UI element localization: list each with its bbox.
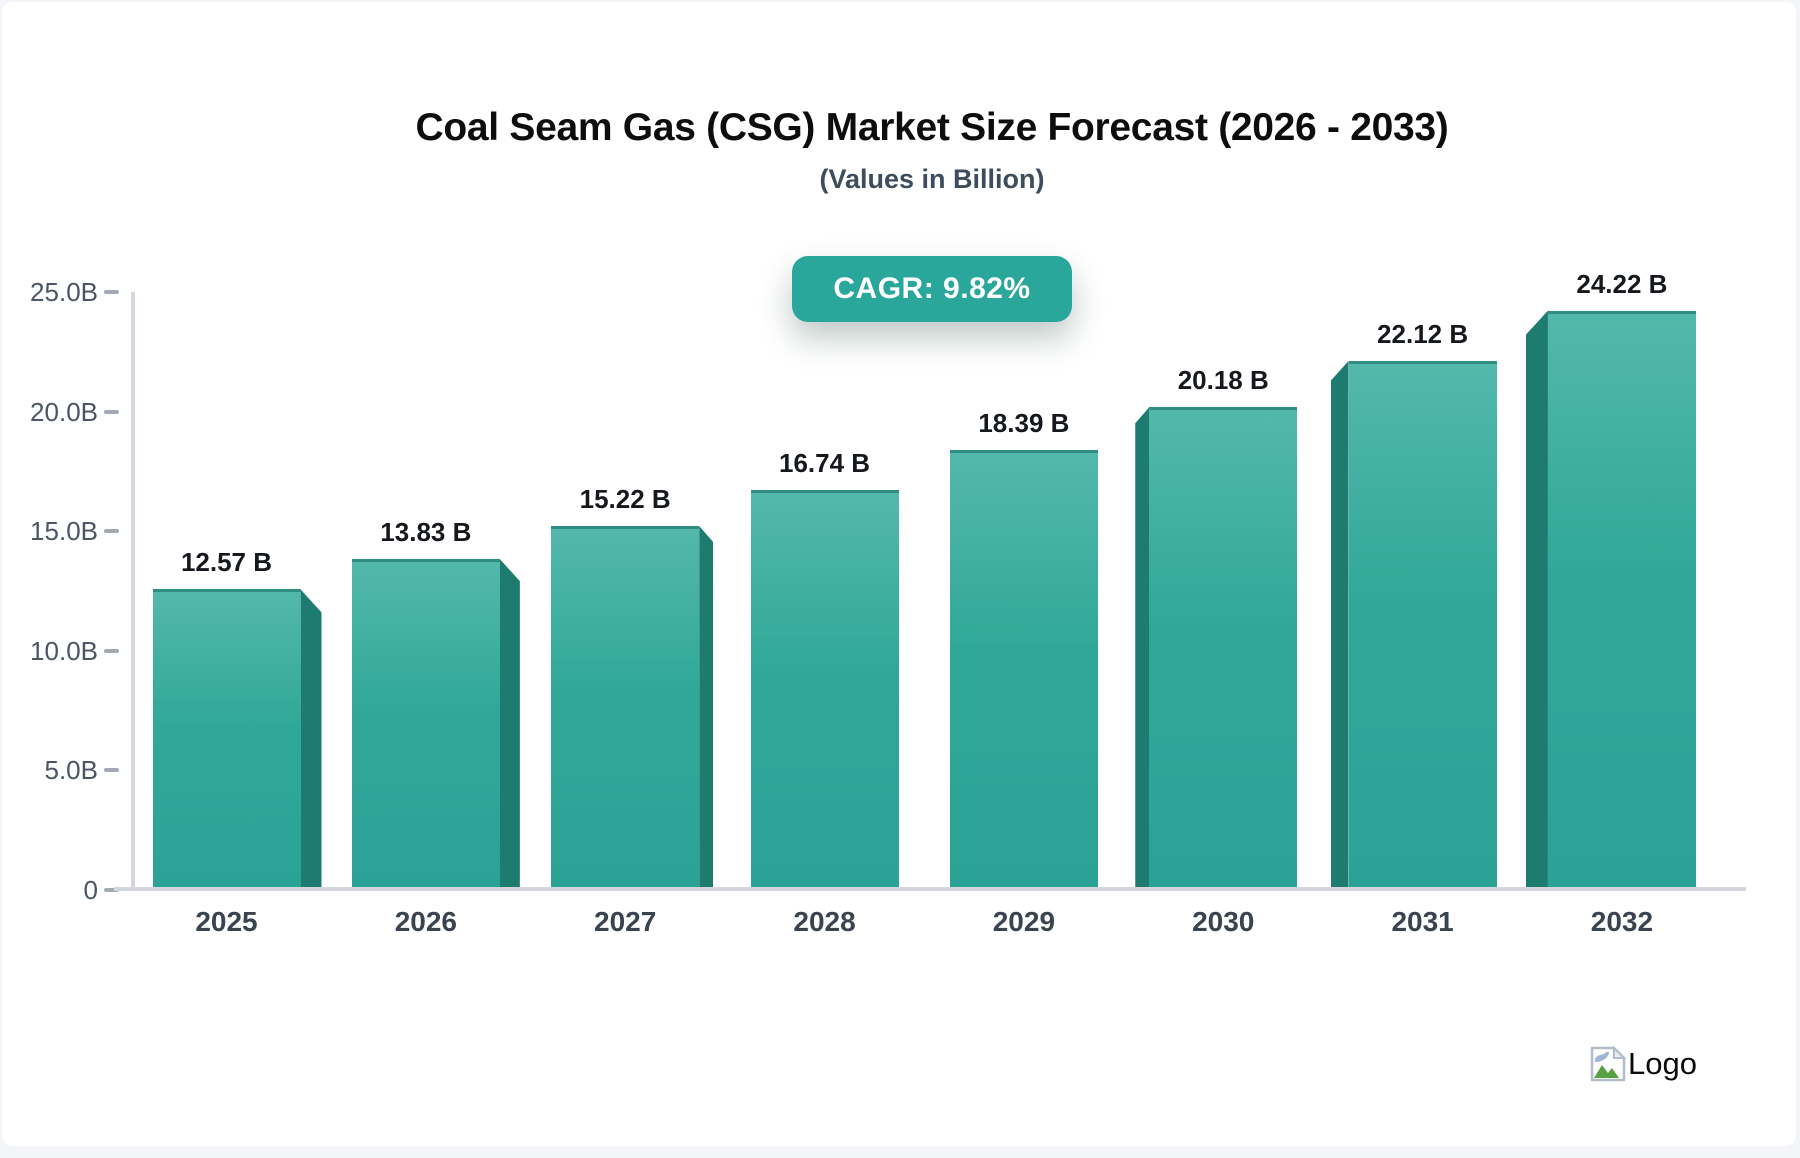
bar bbox=[1348, 360, 1497, 890]
bar-3d-side bbox=[300, 589, 322, 890]
y-axis-tick-label: 5.0B bbox=[44, 755, 99, 786]
x-axis-label: 2032 bbox=[1590, 906, 1654, 937]
bar-3d-side bbox=[1525, 310, 1548, 890]
chart-title: Coal Seam Gas (CSG) Market Size Forecast… bbox=[415, 106, 1449, 149]
y-axis-tick-mark bbox=[104, 648, 119, 653]
x-axis-label: 2031 bbox=[1391, 906, 1454, 937]
y-axis-tick-label: 25.0B bbox=[30, 277, 98, 307]
bar bbox=[351, 559, 500, 890]
y-axis-tick-label: 0 bbox=[83, 875, 98, 905]
y-axis-tick-mark bbox=[104, 290, 119, 294]
chart-subtitle: (Values in Billion) bbox=[819, 164, 1045, 194]
bar bbox=[1547, 310, 1696, 890]
bar bbox=[551, 525, 700, 890]
x-axis-label: 2026 bbox=[394, 906, 457, 937]
y-axis-tick-label: 15.0B bbox=[30, 516, 98, 547]
x-axis-label: 2025 bbox=[195, 906, 258, 937]
bar-value-label: 18.39 B bbox=[978, 408, 1070, 439]
bar-3d-side bbox=[499, 559, 520, 890]
bar-3d-side bbox=[699, 525, 714, 890]
bar-value-label: 16.74 B bbox=[779, 447, 871, 478]
cagr-badge: CAGR: 9.82% bbox=[792, 256, 1072, 322]
bar-value-label: 24.22 B bbox=[1576, 268, 1668, 299]
bar bbox=[152, 589, 301, 890]
y-axis-tick-mark bbox=[104, 409, 119, 414]
x-axis-label: 2029 bbox=[992, 906, 1056, 937]
bar bbox=[750, 489, 899, 890]
y-axis-tick-mark bbox=[104, 888, 119, 892]
y-axis-tick-label: 10.0B bbox=[30, 635, 98, 666]
bar-value-label: 15.22 B bbox=[579, 483, 671, 514]
y-axis-tick-mark bbox=[104, 768, 119, 773]
x-axis-label: 2027 bbox=[594, 906, 657, 937]
x-axis-label: 2028 bbox=[793, 906, 856, 937]
x-axis-line bbox=[114, 887, 1746, 891]
bar-value-label: 22.12 B bbox=[1377, 318, 1469, 349]
bar-3d-side bbox=[1135, 407, 1150, 890]
logo: Logo bbox=[1588, 1044, 1697, 1084]
bar-value-label: 12.57 B bbox=[180, 547, 273, 578]
y-axis-tick-mark bbox=[104, 529, 119, 534]
bar-value-label: 20.18 B bbox=[1177, 365, 1269, 396]
broken-image-icon bbox=[1590, 1045, 1627, 1082]
y-axis-tick-label: 20.0B bbox=[30, 396, 98, 427]
bar-3d-side bbox=[1330, 360, 1349, 890]
x-axis-label: 2030 bbox=[1192, 906, 1255, 937]
bar bbox=[1149, 407, 1298, 890]
bar bbox=[949, 450, 1098, 890]
logo-alt-text: Logo bbox=[1628, 1046, 1697, 1081]
y-axis-line bbox=[131, 292, 135, 889]
bar-value-label: 13.83 B bbox=[380, 517, 472, 548]
